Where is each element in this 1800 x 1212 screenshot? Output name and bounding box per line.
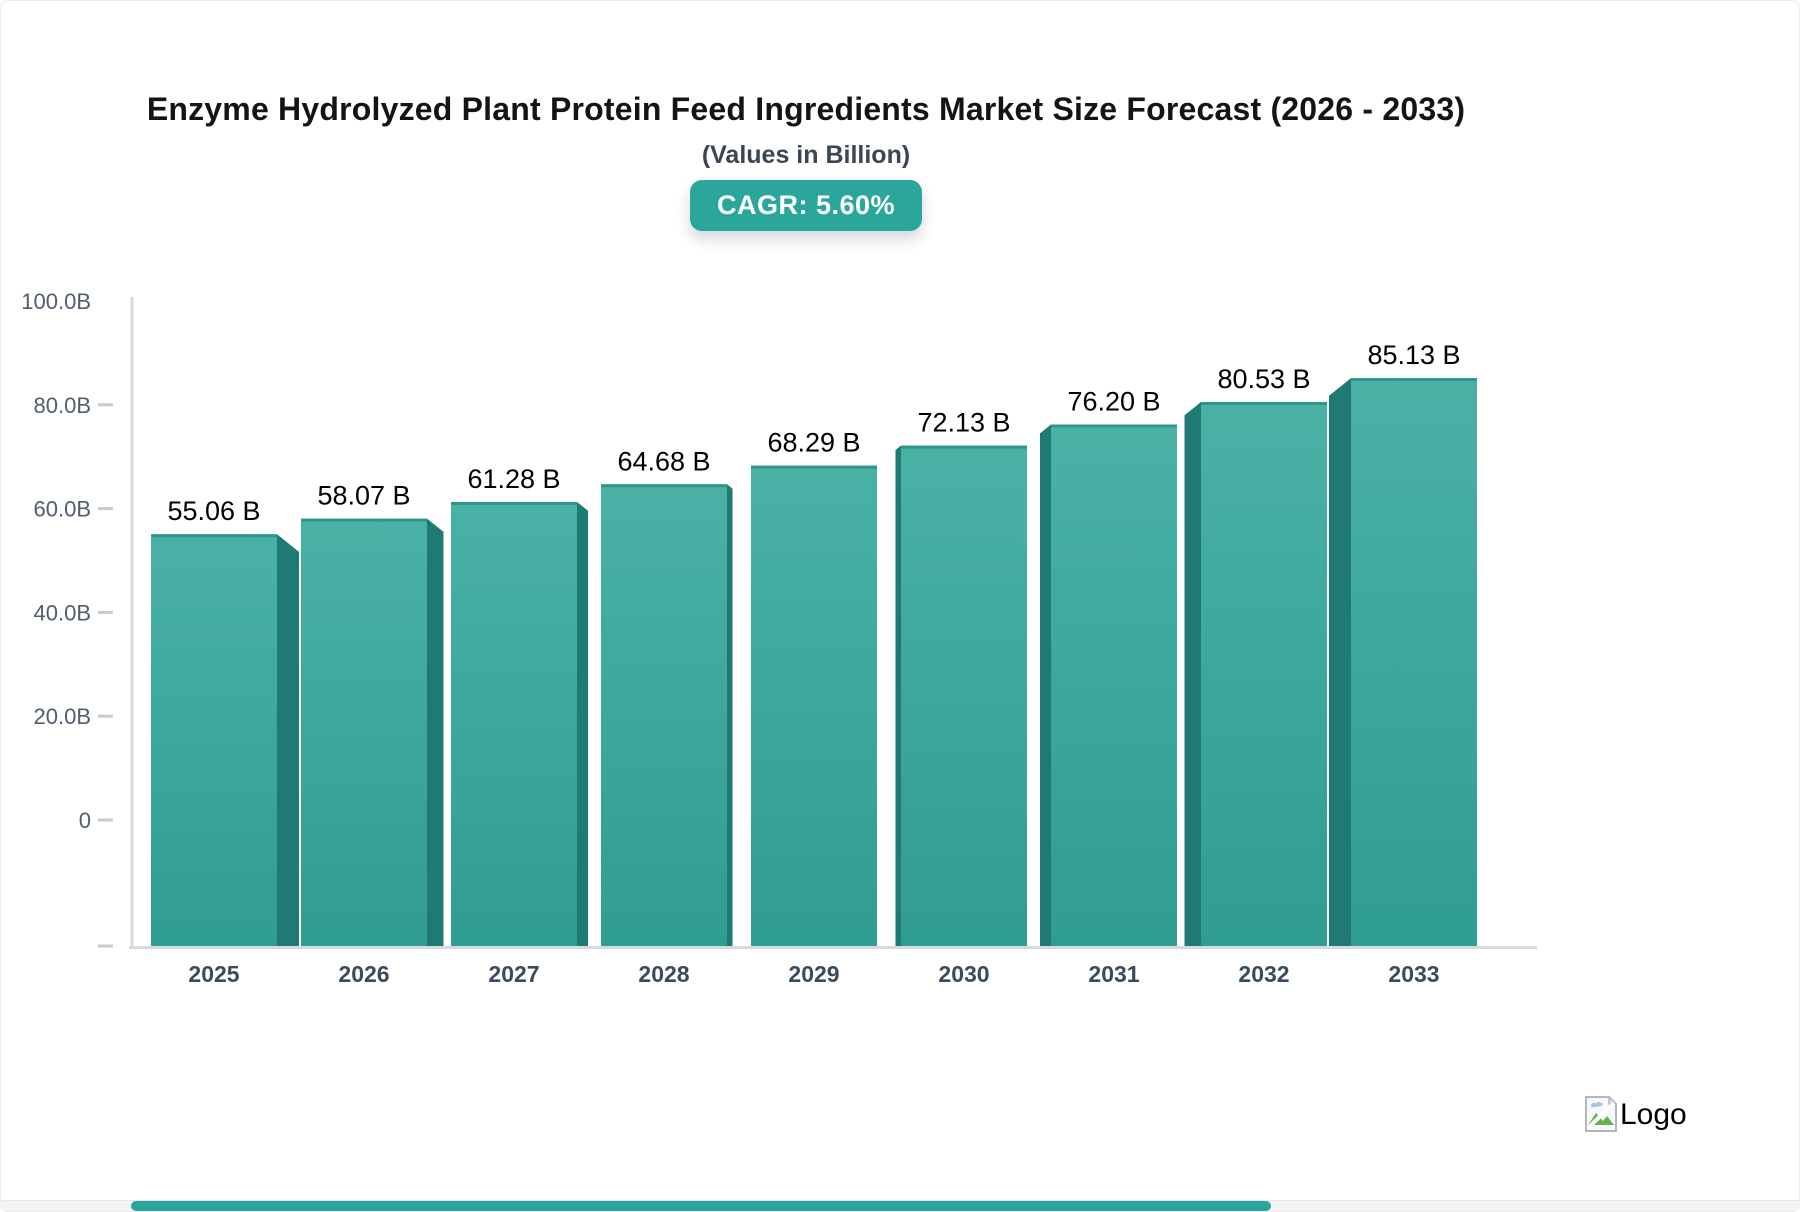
x-tick-label: 2026	[338, 961, 389, 987]
bar-front-face	[601, 484, 727, 946]
x-tick-label: 2028	[638, 961, 689, 987]
logo-alt-text: Logo	[1620, 1098, 1687, 1131]
bar-value-label: 72.13 B	[917, 408, 1010, 438]
bar-2025[interactable]	[151, 534, 299, 946]
y-tick-label: 40.0B	[34, 600, 92, 625]
bar-2026[interactable]	[301, 518, 444, 946]
y-tick-label: 20.0B	[34, 704, 92, 729]
horizontal-scrollbar-thumb[interactable]	[131, 1201, 1271, 1211]
broken-image-icon	[1585, 1095, 1618, 1132]
x-tick-label: 2031	[1088, 961, 1139, 987]
bar-front-face	[1201, 402, 1327, 946]
cagr-badge: CAGR: 5.60%	[689, 179, 923, 231]
bar-value-label: 61.28 B	[467, 464, 560, 494]
bar-2033[interactable]	[1329, 378, 1477, 946]
bar-front-face	[1051, 424, 1177, 947]
x-tick-label: 2030	[938, 961, 989, 987]
bar-2029[interactable]	[751, 465, 877, 946]
chart-svg: 100.0B 80.0B 60.0B 40.0B 20.0B 0 55.06 B 2025 58…	[21, 289, 1537, 987]
x-tick-label: 2032	[1238, 961, 1289, 987]
bar-2032[interactable]	[1184, 402, 1328, 946]
bar-front-face	[751, 465, 877, 946]
y-tick-label: 80.0B	[34, 393, 92, 418]
bar-side-face	[277, 534, 299, 946]
y-tick-label: 100.0B	[21, 289, 91, 314]
bar-front-face	[301, 518, 427, 946]
bar-value-label: 64.68 B	[617, 446, 710, 476]
bar-side-face	[1184, 402, 1201, 946]
bar-side-face	[577, 501, 588, 946]
y-tick-label: 0	[79, 808, 91, 833]
bar-value-label: 85.13 B	[1367, 340, 1460, 370]
bar-side-face	[1329, 378, 1351, 946]
chart-area: 100.0B 80.0B 60.0B 40.0B 20.0B 0 55.06 B 2025 58…	[1, 1, 1799, 1051]
bar-side-face	[427, 518, 444, 946]
bar-side-face	[727, 484, 733, 946]
bar-value-label: 76.20 B	[1067, 387, 1160, 417]
bar-front-face	[451, 501, 577, 946]
bar-2031[interactable]	[1040, 424, 1177, 947]
bar-front-face	[151, 534, 277, 946]
bar-value-label: 68.29 B	[767, 428, 860, 458]
bar-2027[interactable]	[451, 501, 588, 946]
chart-subtitle: (Values in Billion)	[701, 140, 911, 169]
bar-front-face	[1351, 378, 1477, 946]
horizontal-scrollbar-track[interactable]	[1, 1200, 1799, 1211]
bar-2028[interactable]	[601, 484, 733, 946]
chart-header: Enzyme Hydrolyzed Plant Protein Feed Ing…	[1, 85, 1611, 231]
x-tick-label: 2029	[788, 961, 839, 987]
bar-value-label: 80.53 B	[1217, 364, 1310, 394]
bar-front-face	[901, 445, 1027, 946]
y-tick-label: 60.0B	[34, 497, 92, 522]
bar-side-face	[1040, 424, 1051, 947]
bar-value-label: 55.06 B	[167, 496, 260, 526]
bar-2030[interactable]	[895, 445, 1028, 946]
bar-side-face	[895, 445, 901, 946]
x-tick-label: 2033	[1388, 961, 1439, 987]
x-tick-label: 2027	[488, 961, 539, 987]
logo: Logo	[1584, 1095, 1687, 1135]
bar-value-label: 58.07 B	[317, 481, 410, 511]
x-tick-label: 2025	[188, 961, 239, 987]
chart-title: Enzyme Hydrolyzed Plant Protein Feed Ing…	[146, 91, 1466, 127]
